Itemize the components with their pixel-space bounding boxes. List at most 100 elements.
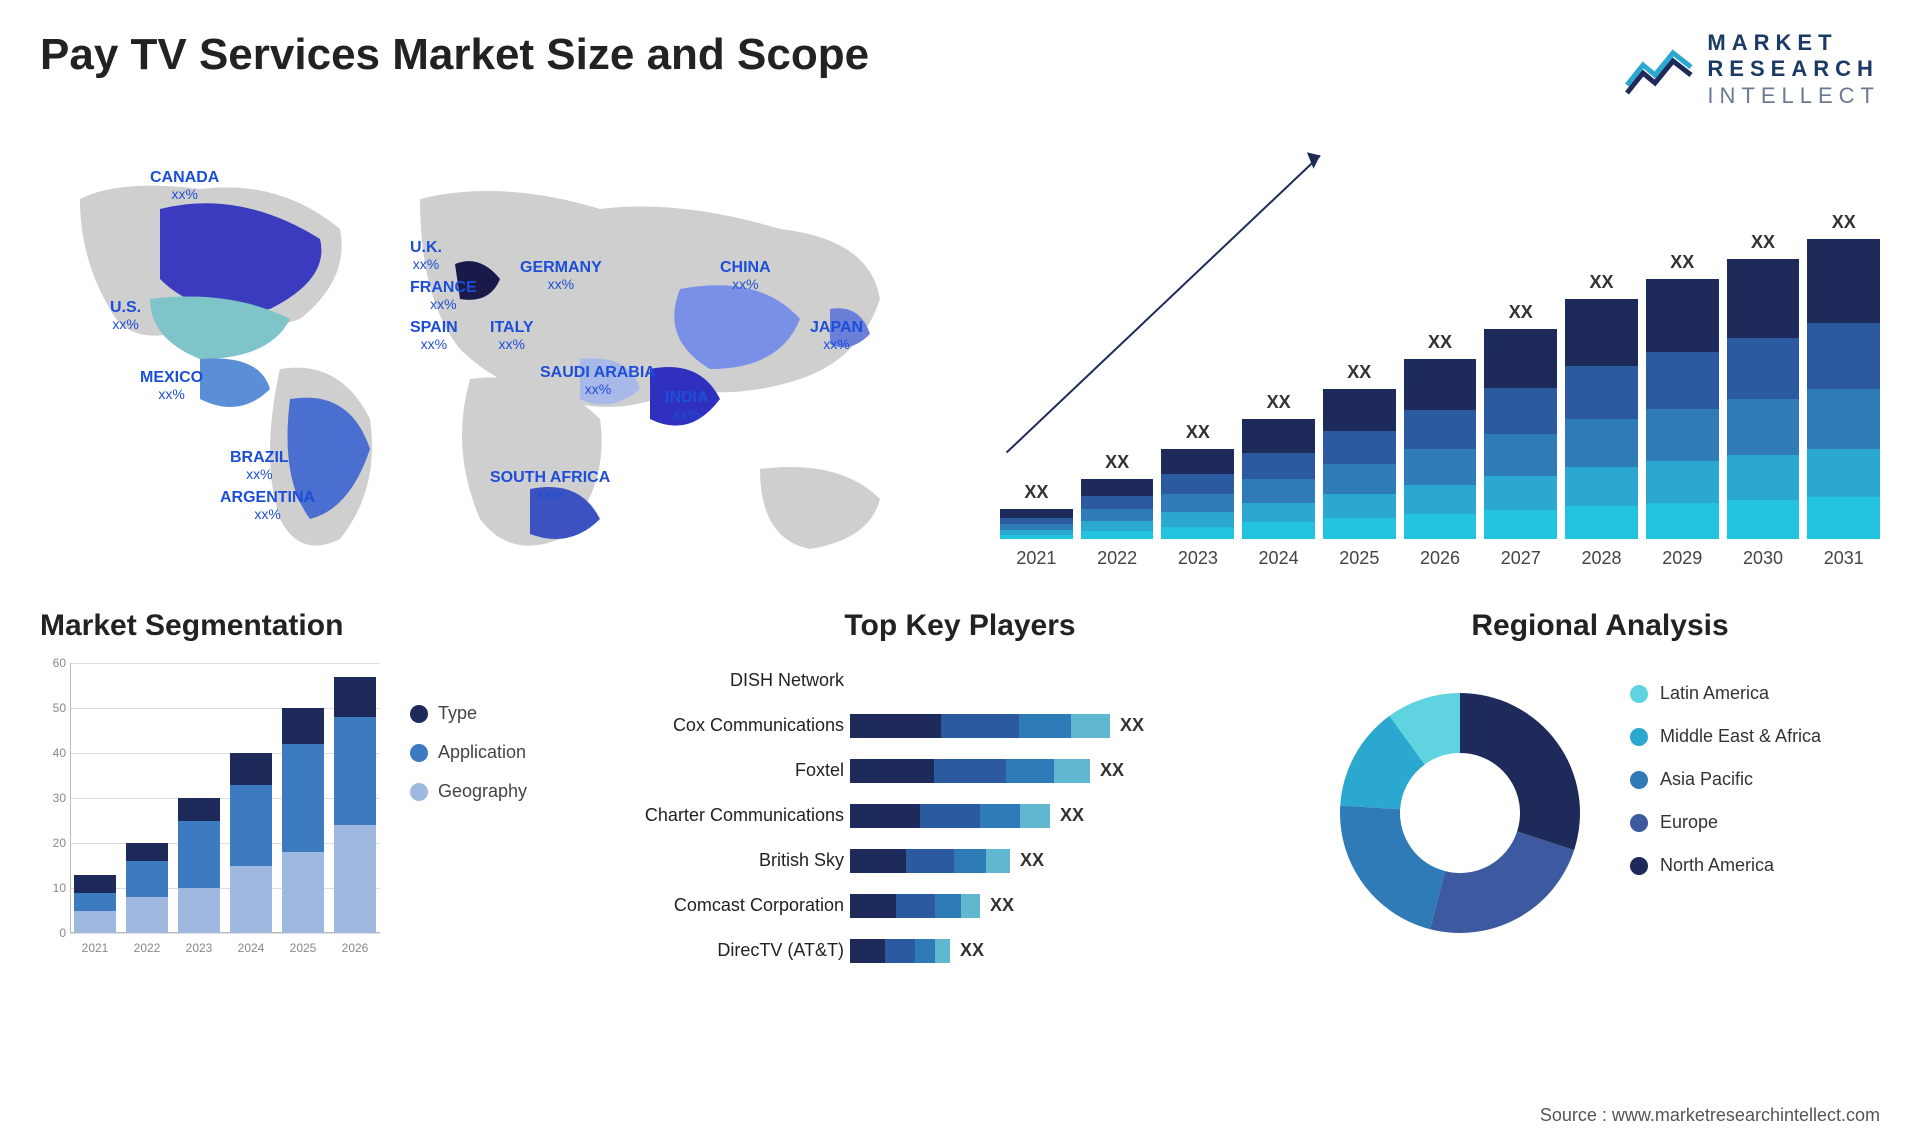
map-label: ITALYxx% xyxy=(490,319,534,352)
main-bar: XX xyxy=(1323,362,1396,539)
source-footer: Source : www.marketresearchintellect.com xyxy=(1540,1105,1880,1126)
seg-bar xyxy=(230,753,272,933)
x-axis-label: 2028 xyxy=(1565,548,1638,569)
y-axis-tick: 20 xyxy=(40,836,66,850)
seg-bar xyxy=(178,798,220,933)
player-value: XX xyxy=(1120,715,1144,736)
x-axis-label: 2025 xyxy=(1323,548,1396,569)
bar-value-label: XX xyxy=(1347,362,1371,383)
main-bar: XX xyxy=(1242,392,1315,539)
player-label: Comcast Corporation xyxy=(640,895,850,916)
seg-bar xyxy=(282,708,324,933)
donut-slice xyxy=(1430,832,1574,933)
seg-bar xyxy=(126,843,168,933)
player-label: Cox Communications xyxy=(640,715,850,736)
player-value: XX xyxy=(960,940,984,961)
logo-line3: INTELLECT xyxy=(1707,83,1880,109)
main-bar: XX xyxy=(1081,452,1154,539)
bar-value-label: XX xyxy=(1751,232,1775,253)
main-bar: XX xyxy=(1646,252,1719,539)
x-axis-label: 2026 xyxy=(1404,548,1477,569)
donut-slice xyxy=(1460,693,1580,850)
bar-value-label: XX xyxy=(1670,252,1694,273)
x-axis-label: 2023 xyxy=(1161,548,1234,569)
players-chart: DISH Network Cox Communications XX Foxtel XX… xyxy=(640,663,1280,968)
seg-bar xyxy=(334,677,376,934)
map-label: JAPANxx% xyxy=(810,319,863,352)
page-title: Pay TV Services Market Size and Scope xyxy=(40,30,869,80)
player-row: Comcast Corporation XX xyxy=(640,888,1280,923)
player-row: Cox Communications XX xyxy=(640,708,1280,743)
bar-value-label: XX xyxy=(1832,212,1856,233)
player-row: DISH Network xyxy=(640,663,1280,698)
x-axis-label: 2031 xyxy=(1807,548,1880,569)
segmentation-legend: TypeApplicationGeography xyxy=(410,703,527,802)
segmentation-title: Market Segmentation xyxy=(40,609,600,643)
bar-value-label: XX xyxy=(1186,422,1210,443)
main-bar: XX xyxy=(1000,482,1073,539)
x-axis-label: 2021 xyxy=(74,941,116,955)
x-axis-label: 2024 xyxy=(230,941,272,955)
bar-value-label: XX xyxy=(1509,302,1533,323)
player-value: XX xyxy=(1060,805,1084,826)
map-label: SPAINxx% xyxy=(410,319,458,352)
map-label: GERMANYxx% xyxy=(520,259,602,292)
regional-donut xyxy=(1320,673,1600,953)
x-axis-label: 2023 xyxy=(178,941,220,955)
player-value: XX xyxy=(1100,760,1124,781)
map-label: CANADAxx% xyxy=(150,169,219,202)
player-row: British SkyXX xyxy=(640,843,1280,878)
map-label: SOUTH AFRICAxx% xyxy=(490,469,610,502)
map-label: INDIAxx% xyxy=(665,389,709,422)
player-label: Charter Communications xyxy=(640,805,850,826)
donut-slice xyxy=(1340,806,1445,930)
map-label: ARGENTINAxx% xyxy=(220,489,315,522)
regional-title: Regional Analysis xyxy=(1320,609,1880,643)
segmentation-chart: 0102030405060 202120222023202420252026 xyxy=(40,663,380,963)
bar-value-label: XX xyxy=(1428,332,1452,353)
market-size-chart: XXXXXXXXXXXXXXXXXXXXXX 20212022202320242… xyxy=(1000,139,1880,569)
bar-value-label: XX xyxy=(1105,452,1129,473)
main-bar: XX xyxy=(1807,212,1880,539)
logo-line2: RESEARCH xyxy=(1707,56,1880,82)
map-label: SAUDI ARABIAxx% xyxy=(540,364,656,397)
player-row: Charter Communications XX xyxy=(640,798,1280,833)
logo-icon xyxy=(1625,45,1695,95)
legend-item: Europe xyxy=(1630,812,1821,833)
main-bar: XX xyxy=(1727,232,1800,539)
main-bar: XX xyxy=(1404,332,1477,539)
regional-legend: Latin AmericaMiddle East & AfricaAsia Pa… xyxy=(1630,683,1821,876)
map-label: FRANCExx% xyxy=(410,279,477,312)
player-label: Foxtel xyxy=(640,760,850,781)
bar-value-label: XX xyxy=(1024,482,1048,503)
player-row: Foxtel XX xyxy=(640,753,1280,788)
main-bar: XX xyxy=(1161,422,1234,539)
y-axis-tick: 30 xyxy=(40,791,66,805)
bar-value-label: XX xyxy=(1590,272,1614,293)
legend-item: Geography xyxy=(410,781,527,802)
x-axis-label: 2021 xyxy=(1000,548,1073,569)
y-axis-tick: 60 xyxy=(40,656,66,670)
player-value: XX xyxy=(1020,850,1044,871)
y-axis-tick: 0 xyxy=(40,926,66,940)
player-label: DirecTV (AT&T) xyxy=(640,940,850,961)
y-axis-tick: 50 xyxy=(40,701,66,715)
logo-line1: MARKET xyxy=(1707,30,1880,56)
x-axis-label: 2027 xyxy=(1484,548,1557,569)
x-axis-label: 2030 xyxy=(1727,548,1800,569)
y-axis-tick: 10 xyxy=(40,881,66,895)
x-axis-label: 2029 xyxy=(1646,548,1719,569)
legend-item: Middle East & Africa xyxy=(1630,726,1821,747)
x-axis-label: 2026 xyxy=(334,941,376,955)
player-value: XX xyxy=(990,895,1014,916)
map-label: U.S.xx% xyxy=(110,299,141,332)
legend-item: Application xyxy=(410,742,527,763)
legend-item: Latin America xyxy=(1630,683,1821,704)
players-title: Top Key Players xyxy=(640,609,1280,643)
map-label: CHINAxx% xyxy=(720,259,771,292)
y-axis-tick: 40 xyxy=(40,746,66,760)
x-axis-label: 2025 xyxy=(282,941,324,955)
map-label: BRAZILxx% xyxy=(230,449,289,482)
player-label: DISH Network xyxy=(640,670,850,691)
main-bar: XX xyxy=(1565,272,1638,539)
